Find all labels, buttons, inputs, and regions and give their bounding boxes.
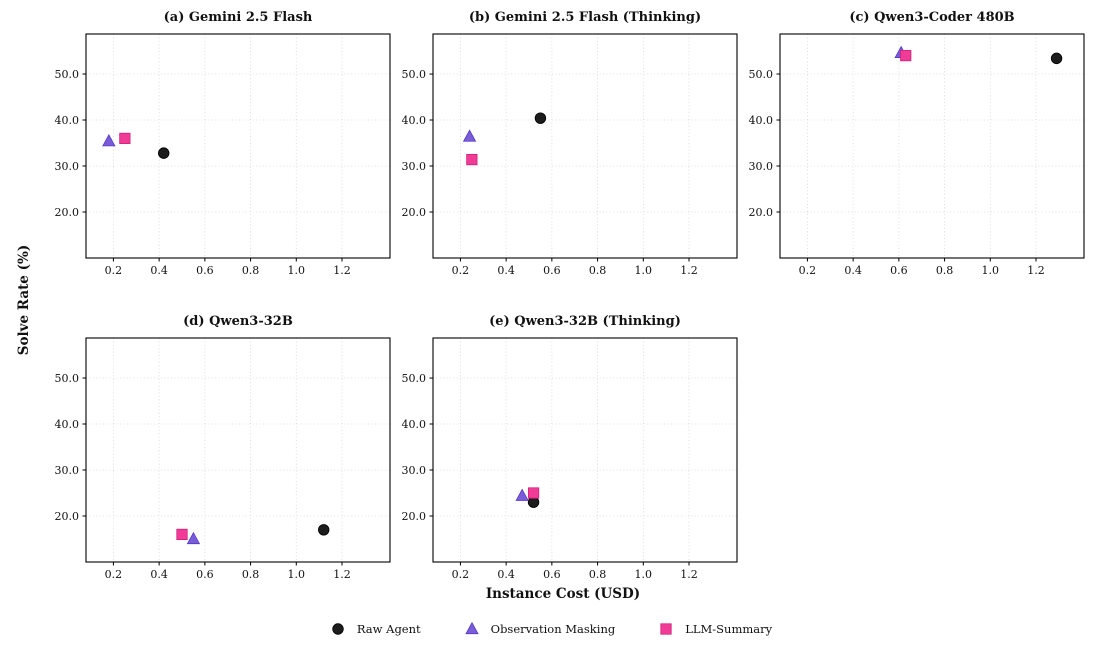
svg-text:40.0: 40.0 xyxy=(402,418,427,431)
svg-text:50.0: 50.0 xyxy=(402,372,427,385)
svg-text:30.0: 30.0 xyxy=(55,160,80,173)
svg-text:40.0: 40.0 xyxy=(402,114,427,127)
legend-label-raw-agent: Raw Agent xyxy=(356,621,421,636)
svg-text:0.8: 0.8 xyxy=(242,568,259,581)
observation-masking-triangle-icon xyxy=(464,621,479,635)
subplot-d-title: (d) Qwen3-32B xyxy=(183,314,293,329)
svg-text:1.0: 1.0 xyxy=(982,264,1000,277)
svg-text:40.0: 40.0 xyxy=(749,114,774,127)
x-axis-label: Instance Cost (USD) xyxy=(485,586,641,602)
svg-text:50.0: 50.0 xyxy=(749,68,774,81)
svg-text:0.6: 0.6 xyxy=(543,568,561,581)
legend-label-observation-masking: Observation Masking xyxy=(490,621,616,636)
subplot-e-plot: 0.2 0.4 0.6 0.8 1.0 1.2 20.0 30.0 40.0 50.0 xyxy=(402,337,738,581)
svg-text:0.2: 0.2 xyxy=(452,568,470,581)
subplot-d-plot: 0.2 0.4 0.6 0.8 1.0 1.2 20.0 30.0 40.0 50.0 xyxy=(55,337,391,581)
svg-text:0.6: 0.6 xyxy=(196,568,214,581)
svg-text:0.8: 0.8 xyxy=(936,264,954,277)
svg-text:20.0: 20.0 xyxy=(402,206,427,219)
svg-text:20.0: 20.0 xyxy=(55,510,80,523)
raw-agent-circle-icon xyxy=(332,623,344,635)
subplot-c-plot: 0.2 0.4 0.6 0.8 1.0 1.2 20.0 30.0 40.0 50.0 xyxy=(749,33,1085,277)
llm-summary-square-icon xyxy=(660,623,672,635)
legend-item-observation-masking: Observation Masking xyxy=(463,621,616,636)
svg-text:30.0: 30.0 xyxy=(402,160,427,173)
y-axis-label: Solve Rate (%) xyxy=(16,244,32,356)
subplot-c-title: (c) Qwen3-Coder 480B xyxy=(849,10,1015,25)
subplot-a-title: (a) Gemini 2.5 Flash xyxy=(163,10,313,25)
svg-text:0.2: 0.2 xyxy=(105,264,123,277)
svg-text:1.0: 1.0 xyxy=(635,264,653,277)
subplot-a-plot: 0.2 0.4 0.6 0.8 1.0 1.2 20.0 30.0 40.0 50.0 xyxy=(55,33,391,277)
legend-label-llm-summary: LLM-Summary xyxy=(685,621,773,636)
svg-text:0.8: 0.8 xyxy=(242,264,259,277)
subplot-b-title: (b) Gemini 2.5 Flash (Thinking) xyxy=(468,10,702,25)
svg-text:0.4: 0.4 xyxy=(497,568,515,581)
subplot-e-title: (e) Qwen3-32B (Thinking) xyxy=(489,314,681,329)
svg-text:40.0: 40.0 xyxy=(55,114,80,127)
subplot-c: (c) Qwen3-Coder 480B 0.2 0.4 0.6 0.8 1.0 1.2 2… xyxy=(730,8,1090,286)
svg-text:0.4: 0.4 xyxy=(150,264,168,277)
svg-text:50.0: 50.0 xyxy=(402,68,427,81)
svg-text:0.8: 0.8 xyxy=(589,568,607,581)
legend-item-raw-agent: Raw Agent xyxy=(329,621,421,636)
svg-text:0.6: 0.6 xyxy=(196,264,214,277)
svg-text:0.6: 0.6 xyxy=(890,264,908,277)
subplot-e: (e) Qwen3-32B (Thinking) 0.2 0.4 0.6 0.8 1.0… xyxy=(383,312,743,590)
svg-text:30.0: 30.0 xyxy=(402,464,427,477)
svg-text:30.0: 30.0 xyxy=(55,464,80,477)
svg-text:1.2: 1.2 xyxy=(680,264,698,277)
svg-text:1.2: 1.2 xyxy=(680,568,698,581)
subplot-a: (a) Gemini 2.5 Flash 0.2 0.4 0.6 0.8 1.0 1.2 2… xyxy=(36,8,396,286)
svg-text:1.2: 1.2 xyxy=(1027,264,1045,277)
svg-text:0.4: 0.4 xyxy=(844,264,862,277)
svg-text:1.2: 1.2 xyxy=(333,568,351,581)
subplot-b-plot: 0.2 0.4 0.6 0.8 1.0 1.2 20.0 30.0 40.0 50.0 xyxy=(402,33,738,277)
subplot-d: (d) Qwen3-32B 0.2 0.4 0.6 0.8 1.0 1.2 20.0 30.0… xyxy=(36,312,396,590)
svg-text:1.0: 1.0 xyxy=(288,264,306,277)
svg-text:0.4: 0.4 xyxy=(150,568,168,581)
svg-text:20.0: 20.0 xyxy=(749,206,774,219)
legend: Raw Agent Observation Masking LLM-Summar… xyxy=(0,621,1101,636)
svg-text:1.2: 1.2 xyxy=(333,264,351,277)
svg-text:1.0: 1.0 xyxy=(288,568,306,581)
svg-text:30.0: 30.0 xyxy=(749,160,774,173)
svg-text:1.0: 1.0 xyxy=(635,568,653,581)
svg-text:20.0: 20.0 xyxy=(55,206,80,219)
legend-item-llm-summary: LLM-Summary xyxy=(657,621,772,636)
svg-text:0.2: 0.2 xyxy=(799,264,817,277)
svg-text:0.8: 0.8 xyxy=(589,264,607,277)
svg-text:20.0: 20.0 xyxy=(402,510,427,523)
svg-text:0.6: 0.6 xyxy=(543,264,561,277)
svg-text:0.4: 0.4 xyxy=(497,264,515,277)
svg-text:50.0: 50.0 xyxy=(55,372,80,385)
subplot-b: (b) Gemini 2.5 Flash (Thinking) 0.2 0.4 0.… xyxy=(383,8,743,286)
svg-text:0.2: 0.2 xyxy=(452,264,470,277)
svg-text:50.0: 50.0 xyxy=(55,68,80,81)
svg-text:40.0: 40.0 xyxy=(55,418,80,431)
svg-text:0.2: 0.2 xyxy=(105,568,123,581)
